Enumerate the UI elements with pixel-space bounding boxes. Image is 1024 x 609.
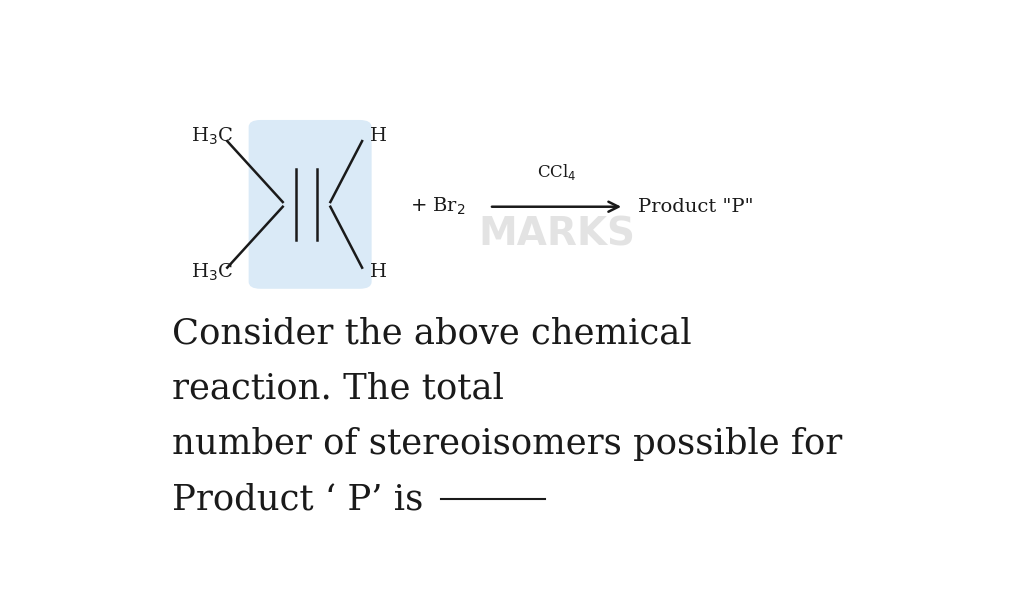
- Text: H: H: [370, 127, 387, 146]
- Text: CCl$_4$: CCl$_4$: [537, 162, 577, 182]
- Text: H$_3$C: H$_3$C: [191, 125, 233, 147]
- Text: reaction. The total: reaction. The total: [172, 371, 504, 406]
- Text: Product ‘ P’ is: Product ‘ P’ is: [172, 482, 423, 516]
- Text: Consider the above chemical: Consider the above chemical: [172, 316, 691, 350]
- Text: $+$ Br$_2$: $+$ Br$_2$: [410, 196, 465, 217]
- FancyBboxPatch shape: [249, 120, 372, 289]
- Text: Product "P": Product "P": [638, 198, 754, 216]
- Text: H: H: [370, 263, 387, 281]
- Text: H$_3$C: H$_3$C: [191, 262, 233, 283]
- Text: MARKS: MARKS: [478, 216, 635, 254]
- Text: number of stereoisomers possible for: number of stereoisomers possible for: [172, 427, 842, 461]
